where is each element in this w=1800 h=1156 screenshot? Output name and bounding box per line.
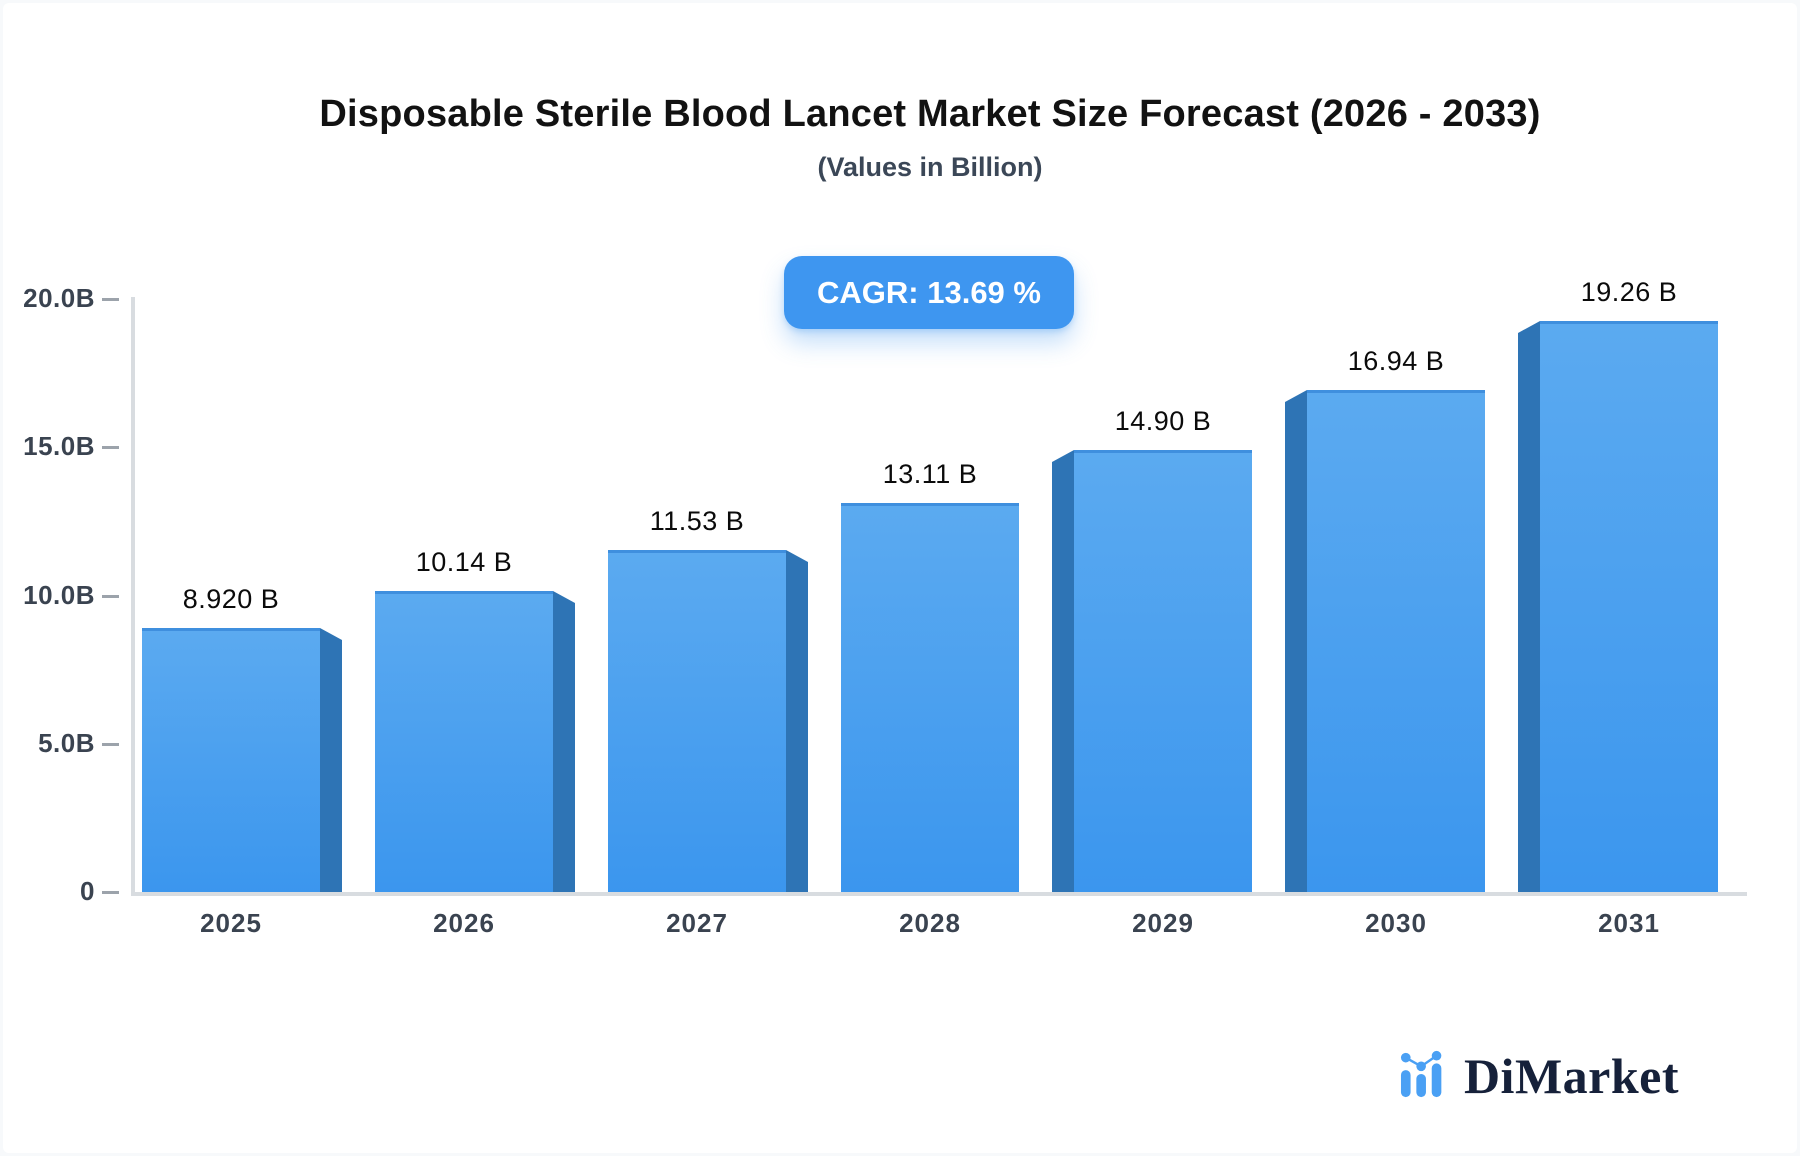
- bar-value-label: 13.11 B: [882, 459, 978, 489]
- mini-bar-chart-icon: [1400, 1050, 1442, 1098]
- x-axis-label: 2028: [899, 908, 961, 938]
- bar-3d-side: [553, 591, 575, 892]
- bar-2029: [1074, 450, 1252, 892]
- bar-2030: [1307, 390, 1485, 892]
- chart-title: Disposable Sterile Blood Lancet Market S…: [319, 93, 1541, 135]
- x-axis-label: 2025: [200, 908, 262, 938]
- bar-2027: [608, 550, 786, 892]
- bar-2026: [375, 591, 553, 892]
- y-axis-tick-mark: [102, 742, 119, 746]
- bar-3d-side: [320, 628, 342, 892]
- y-axis-tick-label: 10.0B: [23, 579, 95, 610]
- bar-3d-side: [1518, 321, 1540, 892]
- x-axis-label: 2031: [1598, 908, 1660, 938]
- chart-subtitle: (Values in Billion): [817, 152, 1043, 182]
- bar-value-label: 19.26 B: [1580, 277, 1678, 307]
- y-axis-tick-label: 5.0B: [38, 727, 95, 758]
- bar-value-label: 10.14 B: [415, 547, 513, 577]
- y-axis-tick-mark: [102, 446, 119, 450]
- y-axis-tick-label: 20.0B: [23, 283, 95, 313]
- bar-value-label: 8.920 B: [182, 584, 280, 614]
- bar-2025: [142, 628, 320, 892]
- y-axis-tick-mark: [102, 594, 119, 598]
- y-axis-tick-label: 0: [80, 876, 95, 906]
- x-axis-label: 2027: [666, 908, 728, 938]
- y-axis-tick-label: 15.0B: [23, 431, 95, 462]
- chart-card: Disposable Sterile Blood Lancet Market S…: [3, 3, 1797, 1153]
- y-axis-line: [131, 297, 135, 896]
- bar-2031: [1540, 321, 1718, 892]
- x-axis-label: 2030: [1365, 908, 1427, 938]
- bar-chart-plot: 20.0B 15.0B 10.0B 5.0B 0 8.920 B 2025 10.14 B 2…: [3, 3, 1797, 1153]
- y-axis-tick-mark: [102, 891, 119, 894]
- x-axis-label: 2029: [1132, 908, 1194, 938]
- bar-value-label: 16.94 B: [1347, 346, 1445, 376]
- x-axis-line: [131, 892, 1747, 896]
- logo-text: DiMarket: [1463, 1048, 1679, 1104]
- bar-value-label: 14.90 B: [1114, 406, 1212, 436]
- bar-value-label: 11.53 B: [649, 506, 745, 536]
- bar-3d-side: [786, 550, 808, 892]
- bar-2028: [841, 503, 1019, 892]
- cagr-badge: CAGR: 13.69 %: [784, 256, 1074, 329]
- x-axis-label: 2026: [433, 908, 495, 938]
- dimarket-logo: DiMarket: [1400, 1049, 1679, 1101]
- chart-header: Disposable Sterile Blood Lancet Market S…: [93, 3, 1767, 183]
- y-axis-tick-mark: [102, 298, 119, 301]
- bar-3d-side: [1285, 390, 1307, 892]
- bar-3d-side: [1052, 450, 1074, 892]
